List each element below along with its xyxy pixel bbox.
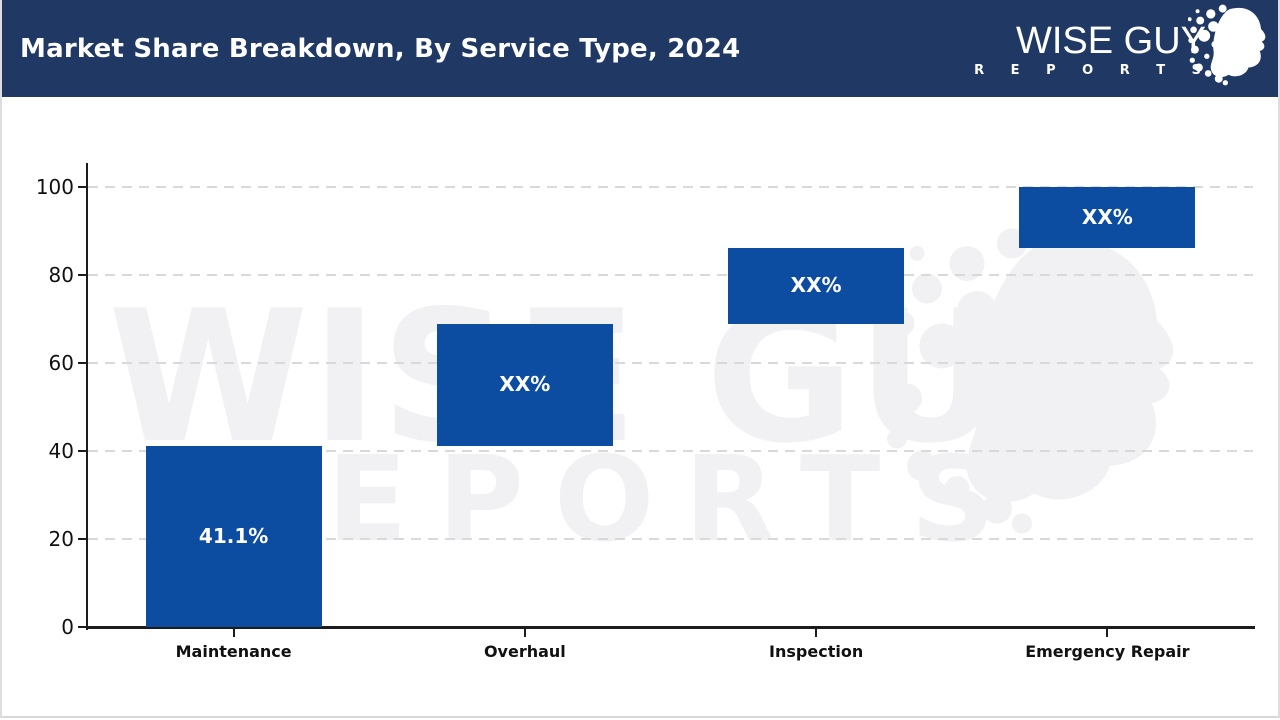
y-tick [78, 538, 86, 540]
bar-value-label: 41.1% [198, 523, 269, 548]
watermark-text-line2: REPORTS [206, 430, 1026, 568]
gridline [88, 274, 1253, 276]
wiseguy-logo: WISE GUY R E P O R T S [974, 4, 1268, 90]
chart-title: Market Share Breakdown, By Service Type,… [20, 33, 741, 64]
y-tick [78, 450, 86, 452]
y-tick-label: 0 [61, 615, 74, 639]
gridline [88, 450, 1253, 452]
x-tick [523, 629, 526, 637]
x-tick [1106, 629, 1109, 637]
y-tick [78, 186, 86, 188]
y-tick-label: 100 [35, 175, 74, 199]
y-tick [78, 362, 86, 364]
bar-segment [728, 248, 905, 324]
y-tick-label: 60 [48, 351, 74, 375]
x-tick [232, 629, 235, 637]
bar-value-label: XX% [1081, 204, 1133, 229]
x-tick-label: Emergency Repair [1025, 642, 1190, 661]
wiseguy-head-logo-icon [1188, 4, 1266, 86]
bar-segment [1019, 187, 1196, 249]
y-tick-label: 80 [48, 263, 74, 287]
logo-secondary-text: R E P O R T S [974, 62, 1212, 78]
y-tick-label: 40 [48, 439, 74, 463]
bar-value-label: XX% [499, 372, 551, 396]
bar-segment [145, 446, 322, 627]
logo-primary-text: WISE GUY [1015, 20, 1206, 63]
x-tick-label: Inspection [769, 642, 864, 661]
bar-value-label: XX% [790, 273, 842, 297]
header-bar: Market Share Breakdown, By Service Type,… [0, 0, 1280, 97]
watermark-text-line1: WISE GUY [108, 271, 1141, 483]
gridline [88, 186, 1253, 188]
wiseguy-logo-text: WISE GUY R E P O R T S [974, 20, 1206, 78]
gridline [88, 362, 1253, 364]
y-axis-line [86, 163, 88, 630]
gridline [88, 538, 1253, 540]
bar-segment [436, 323, 613, 447]
y-tick-label: 20 [48, 527, 74, 551]
x-axis-line [86, 626, 1255, 629]
y-tick [78, 274, 86, 276]
x-tick-label: Overhaul [483, 642, 566, 661]
x-tick [815, 629, 818, 637]
x-tick-label: Maintenance [175, 642, 292, 661]
y-tick [78, 626, 86, 628]
